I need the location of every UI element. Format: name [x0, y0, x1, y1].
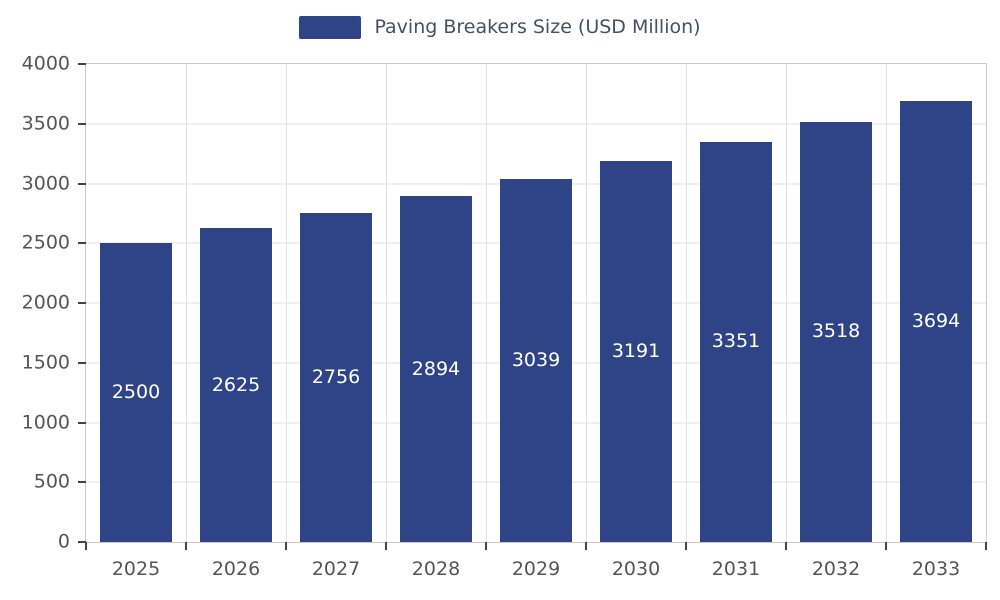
bar-2031: 3351 [699, 141, 772, 542]
x-tick-label: 2031 [711, 558, 761, 580]
y-tick-label: 3000 [21, 172, 70, 194]
y-axis-tick [78, 361, 86, 364]
y-axis-tick [78, 242, 86, 245]
v-gridline [486, 64, 487, 542]
x-axis-tick [85, 542, 87, 550]
y-axis-tick [78, 122, 86, 125]
x-tick-label: 2025 [111, 558, 161, 580]
bar-slot: 2500 2025 [86, 64, 186, 579]
bar-value-label: 3039 [511, 348, 561, 371]
bar-2029: 3039 [500, 178, 572, 542]
x-axis-tick [285, 542, 287, 550]
v-gridline [886, 64, 887, 542]
bar-value-label: 2894 [411, 357, 461, 380]
bar-2028: 2894 [399, 196, 472, 542]
h-gridline [86, 123, 986, 125]
x-tick-label: 2032 [811, 558, 861, 580]
x-tick-label: 2033 [911, 558, 961, 580]
x-tick-label: 2027 [311, 558, 361, 580]
legend-swatch [299, 16, 362, 39]
v-gridline [685, 64, 687, 542]
y-axis-tick [78, 182, 86, 185]
bar-2026: 2625 [200, 228, 272, 542]
v-gridline [286, 64, 287, 542]
x-tick-label: 2030 [611, 558, 661, 580]
x-tick-label: 2029 [511, 558, 561, 580]
x-axis-tick [384, 542, 387, 550]
legend: Paving Breakers Size (USD Million) [0, 16, 1000, 39]
plot-area: 0 500 1000 1500 2000 2500 3000 3500 4000 2500 2025… [22, 54, 987, 579]
y-tick-label: 1500 [21, 351, 70, 374]
bar-slot: 2625 2026 [186, 64, 286, 579]
bar-2025: 2500 [100, 243, 172, 542]
bar-slot: 3518 2032 [786, 64, 886, 579]
bar-slot: 3694 2033 [886, 64, 986, 579]
legend-label: Paving Breakers Size (USD Million) [374, 16, 701, 39]
bar-value-label: 3191 [611, 339, 661, 362]
bar-value-label: 2756 [311, 365, 361, 388]
y-axis-tick [78, 481, 86, 484]
bar-slot: 3039 2029 [486, 64, 586, 579]
x-axis-tick [485, 542, 487, 550]
y-tick-label: 2500 [21, 231, 70, 254]
x-tick-label: 2026 [211, 558, 261, 580]
y-tick-label: 4000 [21, 52, 70, 75]
bar-value-label: 3351 [711, 330, 761, 353]
bar-2027: 2756 [300, 212, 372, 542]
bar-slot: 3351 2031 [686, 64, 786, 579]
x-axis-tick [684, 542, 687, 550]
x-axis-tick [985, 542, 987, 550]
y-axis-tick [78, 421, 86, 424]
bar-slot: 2894 2028 [386, 64, 486, 579]
bar-slot: 2756 2027 [286, 64, 386, 579]
y-axis-tick [78, 63, 86, 65]
bar-2033: 3694 [900, 100, 972, 542]
y-axis-tick [78, 302, 86, 304]
v-gridline [385, 64, 387, 542]
bar-2032: 3518 [800, 121, 872, 542]
x-axis-tick [885, 542, 887, 550]
y-axis-tick [78, 541, 86, 543]
bar-value-label: 3518 [811, 320, 861, 343]
bar-slot: 3191 2030 [586, 64, 686, 579]
y-tick-label: 1000 [21, 411, 70, 433]
v-gridline [186, 64, 187, 542]
bar-2030: 3191 [600, 160, 672, 542]
v-gridline [586, 64, 587, 542]
y-tick-label: 500 [33, 470, 70, 493]
x-axis-tick [785, 542, 787, 550]
v-gridline [786, 64, 787, 542]
y-tick-label: 3500 [21, 112, 70, 135]
x-tick-label: 2028 [411, 558, 461, 580]
x-axis-tick [185, 542, 187, 550]
bar-value-label: 2500 [111, 381, 161, 404]
y-tick-label: 0 [57, 530, 70, 553]
x-axis-tick [585, 542, 587, 550]
bar-value-label: 3694 [911, 309, 961, 332]
bar-value-label: 2625 [211, 373, 261, 396]
y-tick-label: 2000 [21, 291, 70, 314]
